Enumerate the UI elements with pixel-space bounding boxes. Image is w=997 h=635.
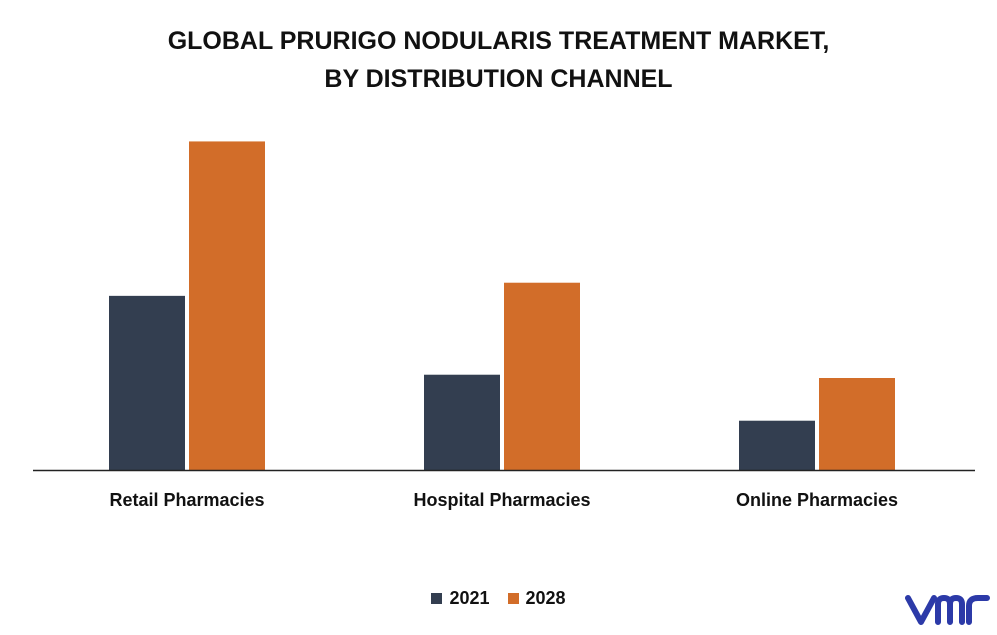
title-line-1: GLOBAL PRURIGO NODULARIS TREATMENT MARKE… <box>167 27 830 55</box>
chart-title: GLOBAL PRURIGO NODULARIS TREATMENT MARKE… <box>0 22 997 98</box>
bar-2028-retail-pharmacies <box>189 141 265 470</box>
bar-2021-hospital-pharmacies <box>424 374 500 470</box>
title-line-2: BY DISTRIBUTION CHANNEL <box>324 65 673 93</box>
bar-2021-online-pharmacies <box>739 420 815 470</box>
legend-swatch-2028 <box>507 593 519 604</box>
category-label: Online Pharmacies <box>736 490 898 510</box>
legend-swatch-2021 <box>431 593 443 604</box>
category-label: Hospital Pharmacies <box>413 490 590 510</box>
legend-item-2021: 2021 <box>431 588 490 609</box>
legend-item-2028: 2028 <box>507 588 566 609</box>
bar-2028-online-pharmacies <box>819 378 895 470</box>
legend-label-2028: 2028 <box>525 588 566 608</box>
category-label: Retail Pharmacies <box>109 490 264 510</box>
bar-2028-hospital-pharmacies <box>504 282 580 470</box>
legend-label-2021: 2021 <box>449 588 490 608</box>
vmr-logo <box>905 595 990 625</box>
legend: 2021 2028 <box>0 588 997 609</box>
bar-2021-retail-pharmacies <box>109 295 185 470</box>
